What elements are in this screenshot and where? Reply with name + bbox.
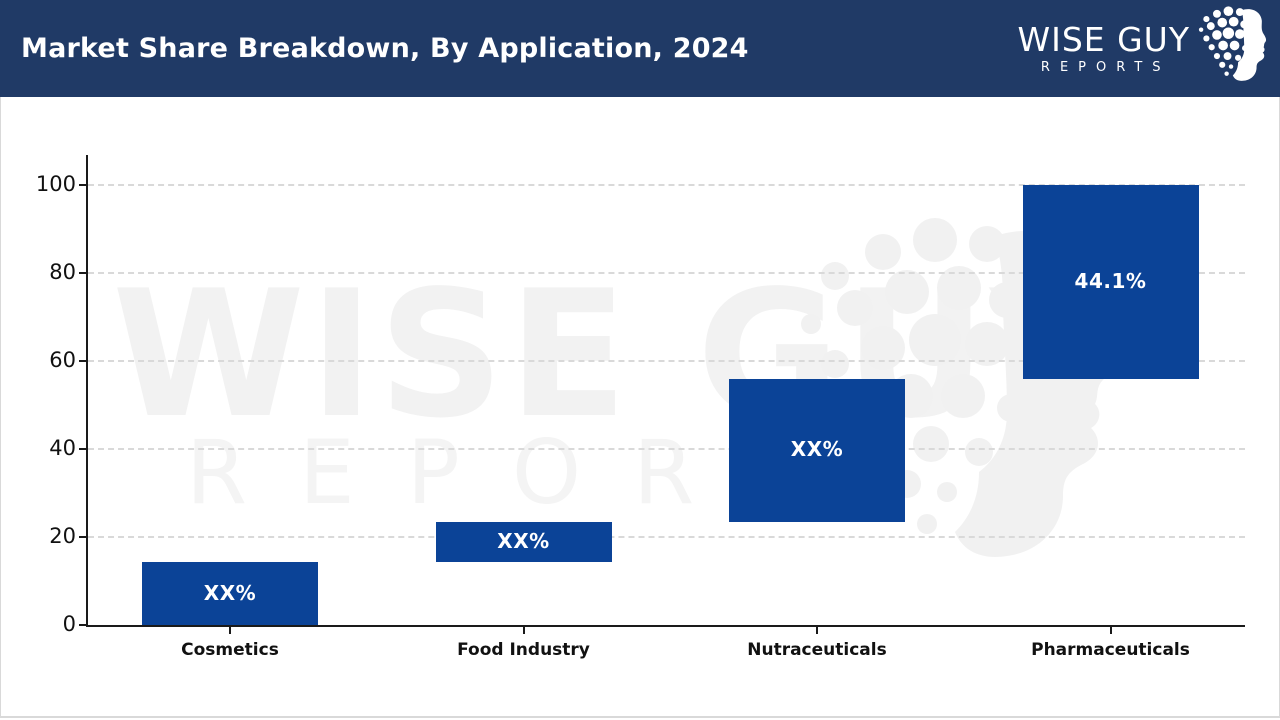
- y-tick-label-100: 100: [35, 172, 76, 196]
- category-label-food-industry: Food Industry: [457, 640, 590, 660]
- bar-pharmaceuticals: [1022, 185, 1199, 380]
- category-label-cosmetics: Cosmetics: [181, 640, 279, 660]
- gridline-80: [88, 272, 1245, 274]
- y-tick-100: [79, 184, 88, 186]
- y-tick-60: [79, 360, 88, 362]
- bar-food-industry: [435, 521, 612, 563]
- x-tick-cosmetics: [229, 627, 231, 634]
- y-tick-label-20: 20: [49, 524, 76, 548]
- header-bar: Market Share Breakdown, By Application, …: [0, 0, 1280, 97]
- y-tick-20: [79, 536, 88, 538]
- x-tick-food-industry: [522, 627, 525, 634]
- brand-logo-text: WISE GUY REPORTS: [1017, 19, 1190, 75]
- x-tick-nutraceuticals: [816, 627, 818, 634]
- bar-label-pharmaceuticals: 44.1%: [1074, 269, 1147, 294]
- x-axis-line: [86, 625, 1245, 627]
- bar-label-nutraceuticals: XX%: [790, 437, 844, 462]
- y-tick-0: [79, 624, 88, 626]
- gridline-40: [88, 448, 1245, 450]
- y-tick-40: [79, 448, 88, 450]
- brand-wordmark: WISE GUY: [1017, 19, 1190, 59]
- bar-cosmetics: [142, 562, 318, 625]
- gridline-20: [88, 536, 1245, 538]
- gridline-60: [88, 360, 1245, 362]
- y-tick-label-60: 60: [49, 348, 76, 372]
- y-tick-label-40: 40: [49, 436, 76, 460]
- y-tick-80: [79, 272, 88, 274]
- y-tick-label-0: 0: [62, 612, 76, 636]
- y-tick-label-80: 80: [49, 260, 76, 284]
- page-title: Market Share Breakdown, By Application, …: [21, 33, 749, 64]
- bar-label-cosmetics: XX%: [203, 580, 257, 605]
- y-axis-line: [86, 155, 88, 627]
- brand-subtext: REPORTS: [1040, 59, 1171, 75]
- gridline-100: [88, 184, 1245, 186]
- x-tick-pharmaceuticals: [1109, 627, 1112, 634]
- dotted-head-profile-icon: [1198, 5, 1267, 81]
- brand-logo: WISE GUY REPORTS: [1017, 5, 1272, 93]
- category-label-nutraceuticals: Nutraceuticals: [747, 640, 887, 660]
- bar-label-food-industry: XX%: [497, 528, 550, 553]
- bar-nutraceuticals: [729, 379, 905, 522]
- category-label-pharmaceuticals: Pharmaceuticals: [1031, 640, 1190, 660]
